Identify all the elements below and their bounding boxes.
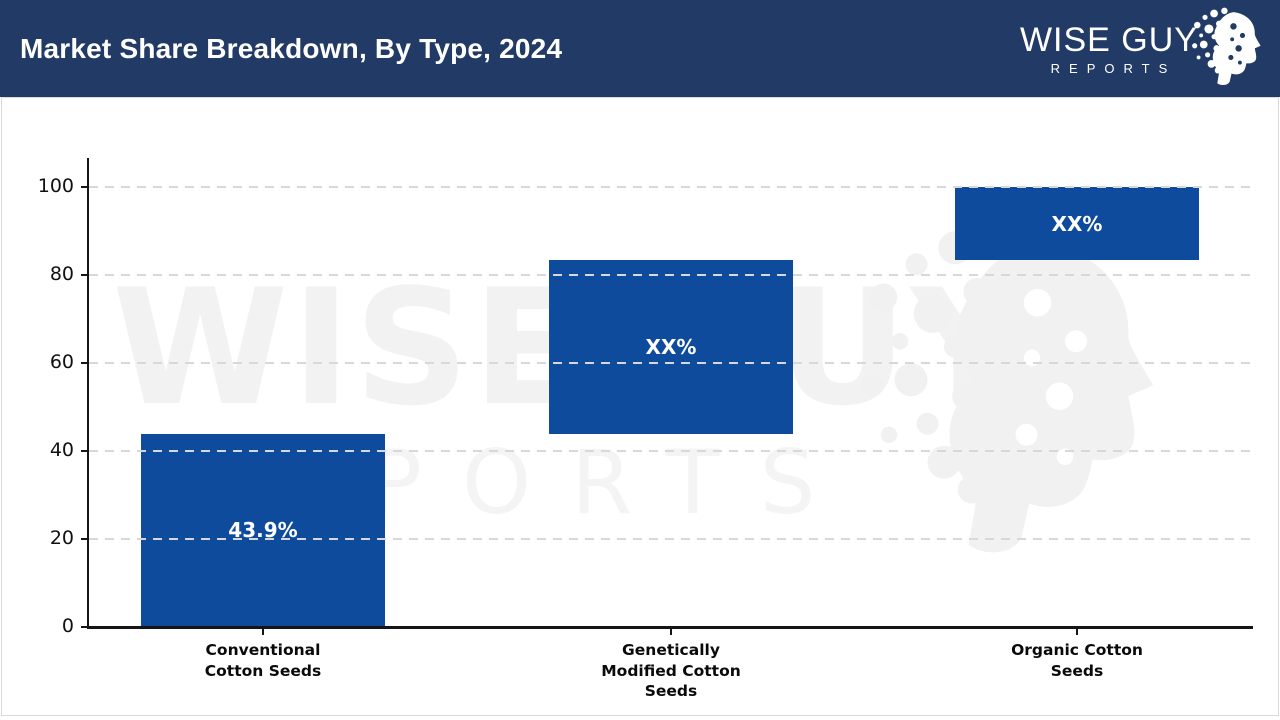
y-axis-tick (81, 450, 88, 452)
logo-subtitle: REPORTS (1050, 60, 1177, 76)
bar-segment: 43.9% (141, 433, 385, 627)
x-axis-label: Conventional Cotton Seeds (204, 641, 322, 680)
y-axis-tick (81, 274, 88, 276)
header-bar: Market Share Breakdown, By Type, 2024 WI… (0, 0, 1280, 97)
bar-value-label: XX% (1051, 211, 1103, 236)
bar-segment: XX% (549, 260, 793, 434)
gridline (89, 274, 1252, 276)
gridline (89, 450, 1252, 452)
y-tick-label: 0 (61, 615, 74, 637)
gridline (89, 538, 1252, 540)
x-axis-tick (262, 629, 264, 635)
x-axis-label: Genetically Modified Cotton Seeds (601, 641, 741, 700)
y-axis-tick (81, 186, 88, 188)
dotted-head-icon (1192, 7, 1261, 85)
x-axis-tick (670, 629, 672, 635)
y-tick-label: 20 (49, 527, 74, 549)
x-axis-tick (1076, 629, 1078, 635)
logo-wordmark: WISE GUY (1019, 20, 1198, 59)
x-axis-line (87, 626, 1253, 629)
y-axis-tick (81, 362, 88, 364)
y-axis-tick (81, 626, 88, 628)
y-tick-label: 80 (49, 263, 74, 285)
y-tick-label: 60 (49, 351, 74, 373)
page-title: Market Share Breakdown, By Type, 2024 (20, 32, 563, 64)
y-axis-tick (81, 538, 88, 540)
logo-text: WISE GUY REPORTS (1020, 22, 1198, 76)
gridline (89, 186, 1252, 188)
bar-value-label: XX% (645, 334, 697, 359)
bar-segment: XX% (955, 187, 1199, 261)
wise-guy-reports-logo: WISE GUY REPORTS (1020, 7, 1280, 91)
y-tick-label: 40 (49, 439, 74, 461)
x-axis-label: Organic Cotton Seeds (1011, 641, 1143, 680)
gridline (89, 362, 1252, 364)
watermark-head-graphic (861, 223, 1153, 553)
y-tick-label: 100 (37, 175, 74, 197)
y-axis-line (87, 158, 89, 629)
